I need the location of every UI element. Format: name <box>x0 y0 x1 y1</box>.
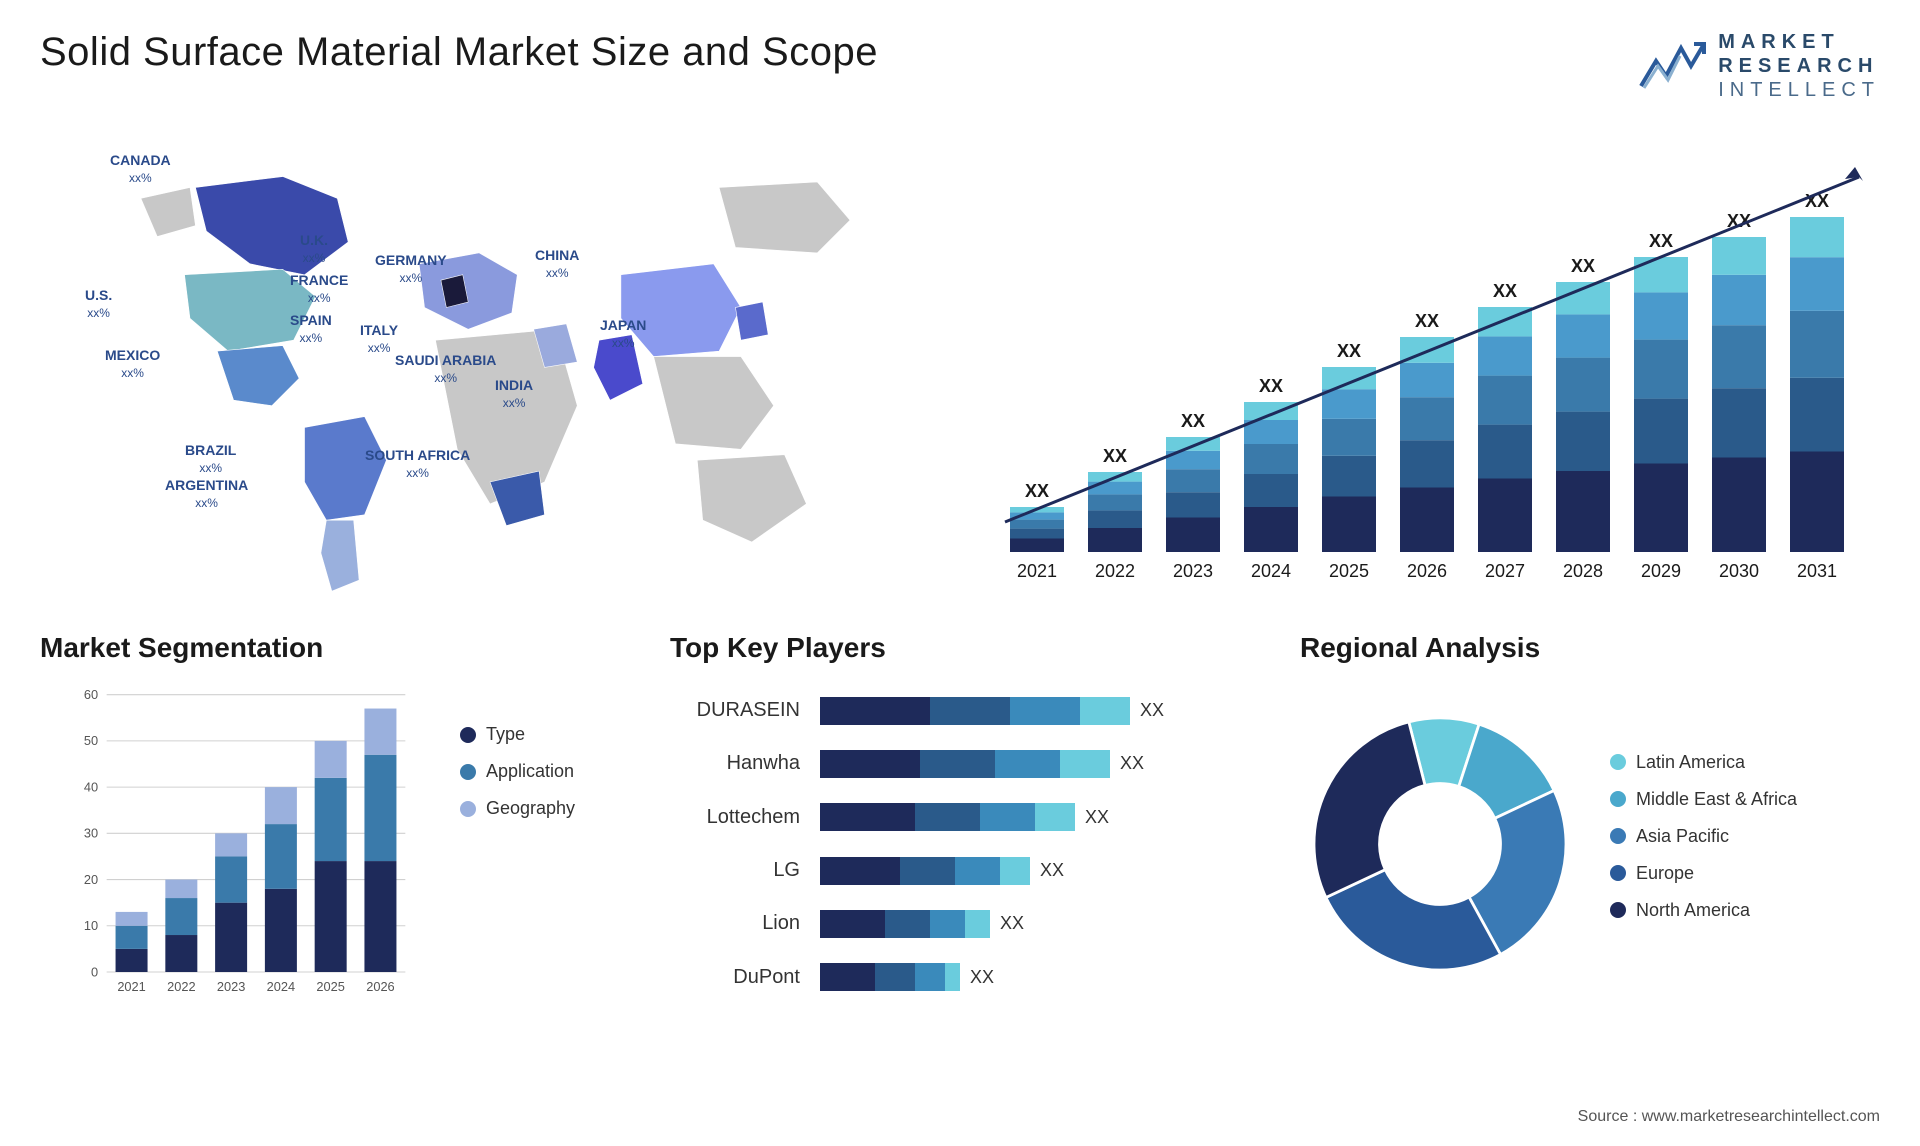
regional-donut <box>1300 704 1580 984</box>
svg-text:2031: 2031 <box>1797 561 1837 581</box>
svg-text:50: 50 <box>84 733 98 748</box>
world-map: CANADAxx% U.S.xx% MEXICOxx% BRAZILxx%ARGENT… <box>40 122 940 602</box>
player-value: XX <box>1000 913 1024 934</box>
players-labels: DURASEIN Hanwha Lottechem LG Lion DuPont <box>670 684 800 1004</box>
svg-text:20: 20 <box>84 872 98 887</box>
svg-text:XX: XX <box>1025 481 1049 501</box>
legend-item: Type <box>460 724 620 745</box>
player-name: Lion <box>670 912 800 935</box>
player-name: Hanwha <box>670 752 800 775</box>
svg-text:2025: 2025 <box>1329 561 1369 581</box>
legend-item: Latin America <box>1610 752 1880 773</box>
map-label: INDIAxx% <box>495 377 533 411</box>
svg-text:10: 10 <box>84 918 98 933</box>
player-name: DuPont <box>670 966 800 989</box>
regional-legend: Latin America Middle East & Africa Asia Pa… <box>1610 752 1880 937</box>
page-title: Solid Surface Material Market Size and S… <box>40 30 878 75</box>
svg-text:XX: XX <box>1259 376 1283 396</box>
svg-text:30: 30 <box>84 826 98 841</box>
map-label: U.K.xx% <box>300 232 328 266</box>
logo: MARKET RESEARCH INTELLECT <box>1636 30 1880 102</box>
regional-panel: Regional Analysis Latin America Middle Ea… <box>1300 632 1880 1052</box>
map-label: U.S.xx% <box>85 287 112 321</box>
map-label: CHINAxx% <box>535 247 579 281</box>
segmentation-panel: Market Segmentation 0 10 20 30 40 50 60 2021 202… <box>40 632 620 1052</box>
source-text: Source : www.marketresearchintellect.com <box>1578 1108 1880 1126</box>
svg-text:XX: XX <box>1181 411 1205 431</box>
player-value: XX <box>1085 807 1109 828</box>
svg-text:2021: 2021 <box>117 979 145 994</box>
player-row: XX <box>820 908 1250 940</box>
top-row: CANADAxx% U.S.xx% MEXICOxx% BRAZILxx%ARGENT… <box>40 122 1880 602</box>
player-value: XX <box>1040 860 1064 881</box>
map-label: SPAINxx% <box>290 312 332 346</box>
players-bars: XX XX XX XX XX XX <box>820 684 1250 1004</box>
segmentation-legend: Type Application Geography <box>460 684 620 835</box>
svg-text:2027: 2027 <box>1485 561 1525 581</box>
svg-text:2022: 2022 <box>1095 561 1135 581</box>
map-label: SOUTH AFRICAxx% <box>365 447 470 481</box>
player-row: XX <box>820 961 1250 993</box>
regional-title: Regional Analysis <box>1300 632 1880 664</box>
svg-text:XX: XX <box>1571 256 1595 276</box>
map-label: FRANCExx% <box>290 272 348 306</box>
svg-text:XX: XX <box>1493 281 1517 301</box>
map-label: GERMANYxx% <box>375 252 447 286</box>
main-forecast-chart: XX 2021 XX 2022 XX 2023 XX 2024 XX 2025 XX 2026 XX 20… <box>980 122 1880 602</box>
svg-text:2026: 2026 <box>366 979 394 994</box>
legend-item: Asia Pacific <box>1610 826 1880 847</box>
segmentation-chart: 0 10 20 30 40 50 60 2021 2022 2023 2024 2025 2026 <box>40 684 440 1004</box>
player-value: XX <box>1120 753 1144 774</box>
player-row: XX <box>820 801 1250 833</box>
map-label: ITALYxx% <box>360 322 398 356</box>
legend-item: Application <box>460 761 620 782</box>
svg-text:2030: 2030 <box>1719 561 1759 581</box>
svg-text:2024: 2024 <box>1251 561 1291 581</box>
logo-text: MARKET RESEARCH INTELLECT <box>1718 30 1880 102</box>
player-row: XX <box>820 748 1250 780</box>
players-title: Top Key Players <box>670 632 1250 664</box>
svg-text:2028: 2028 <box>1563 561 1603 581</box>
svg-text:2023: 2023 <box>1173 561 1213 581</box>
player-value: XX <box>970 967 994 988</box>
players-panel: Top Key Players DURASEIN Hanwha Lottechem L… <box>670 632 1250 1052</box>
player-name: DURASEIN <box>670 699 800 722</box>
map-label: SAUDI ARABIAxx% <box>395 352 496 386</box>
logo-icon <box>1636 36 1706 96</box>
player-name: LG <box>670 859 800 882</box>
legend-item: Middle East & Africa <box>1610 789 1880 810</box>
svg-text:XX: XX <box>1337 341 1361 361</box>
bottom-row: Market Segmentation 0 10 20 30 40 50 60 2021 202… <box>40 632 1880 1052</box>
header: Solid Surface Material Market Size and S… <box>40 30 1880 102</box>
svg-text:XX: XX <box>1415 311 1439 331</box>
svg-text:XX: XX <box>1103 446 1127 466</box>
legend-item: Europe <box>1610 863 1880 884</box>
svg-text:2025: 2025 <box>316 979 344 994</box>
map-label: JAPANxx% <box>600 317 646 351</box>
svg-text:60: 60 <box>84 687 98 702</box>
player-row: XX <box>820 855 1250 887</box>
svg-text:2022: 2022 <box>167 979 195 994</box>
svg-text:40: 40 <box>84 779 98 794</box>
svg-text:XX: XX <box>1649 231 1673 251</box>
legend-item: North America <box>1610 900 1880 921</box>
map-label: ARGENTINAxx% <box>165 477 248 511</box>
map-label: CANADAxx% <box>110 152 171 186</box>
svg-text:2021: 2021 <box>1017 561 1057 581</box>
svg-text:2026: 2026 <box>1407 561 1447 581</box>
legend-item: Geography <box>460 798 620 819</box>
player-row: XX <box>820 695 1250 727</box>
player-name: Lottechem <box>670 806 800 829</box>
map-label: MEXICOxx% <box>105 347 160 381</box>
svg-text:2023: 2023 <box>217 979 245 994</box>
svg-text:2024: 2024 <box>267 979 295 994</box>
player-value: XX <box>1140 700 1164 721</box>
svg-text:2029: 2029 <box>1641 561 1681 581</box>
svg-text:0: 0 <box>91 964 98 979</box>
segmentation-title: Market Segmentation <box>40 632 620 664</box>
map-label: BRAZILxx% <box>185 442 236 476</box>
